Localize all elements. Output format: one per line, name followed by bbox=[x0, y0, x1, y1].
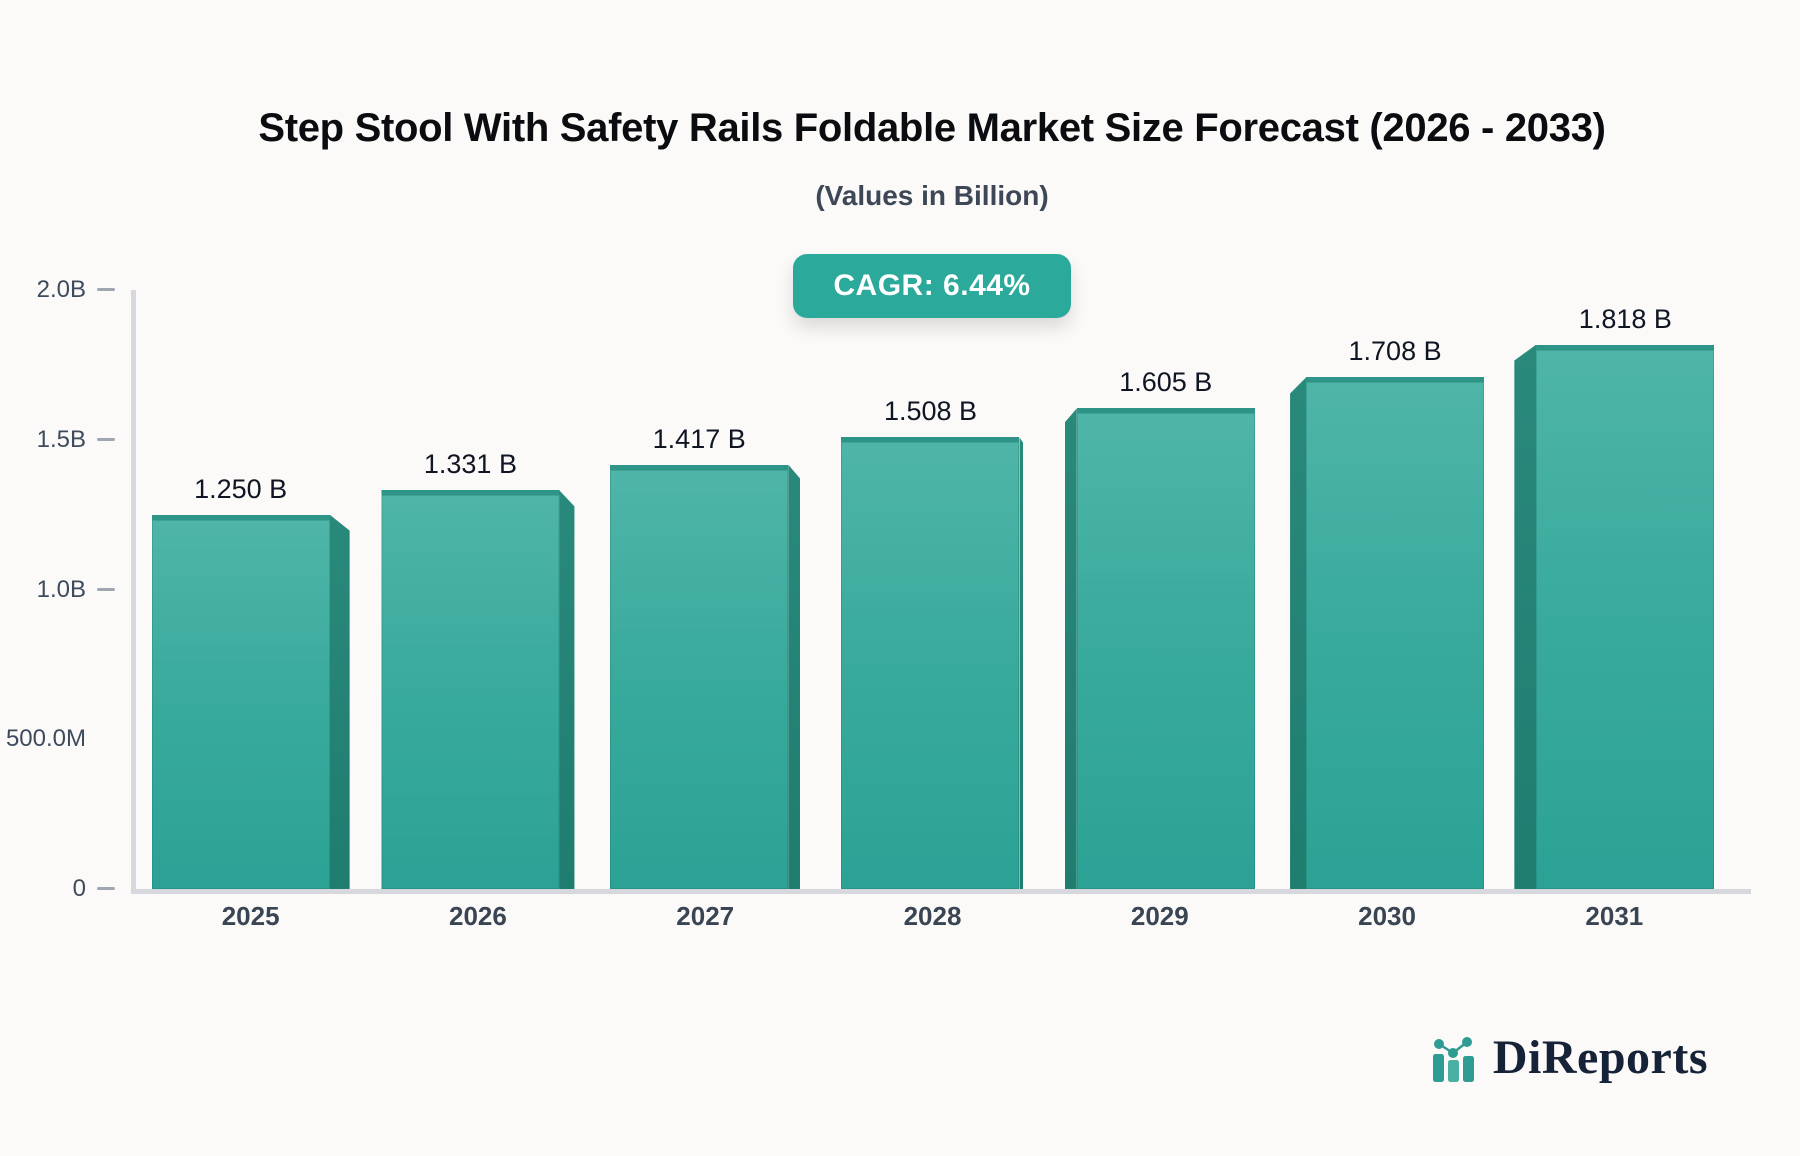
bar-side-face bbox=[1019, 437, 1024, 889]
brand-logo: DiReports bbox=[1429, 1030, 1708, 1085]
cagr-badge-container: CAGR: 6.44% bbox=[64, 254, 1800, 318]
plot-area: 1.250 B 2025 1.331 B 2026 1.417 B 2027 1… bbox=[131, 290, 1751, 931]
page-title: Step Stool With Safety Rails Foldable Ma… bbox=[258, 106, 1606, 150]
bar-side-face bbox=[559, 490, 575, 889]
bar-slot: 1.708 B 2030 bbox=[1273, 290, 1500, 931]
bar-side-face bbox=[788, 464, 801, 889]
x-axis-line bbox=[131, 889, 1751, 894]
bar-front-face bbox=[1536, 344, 1715, 889]
bar-front-face bbox=[151, 514, 330, 889]
bar-chart-logo-icon bbox=[1432, 1036, 1474, 1082]
logo-text: DiReports bbox=[1492, 1031, 1708, 1084]
bar-value-label: 1.331 B bbox=[423, 449, 517, 480]
bar-value-label: 1.605 B bbox=[1119, 367, 1213, 398]
cagr-badge: CAGR: 6.44% bbox=[793, 254, 1071, 318]
y-tick-dash bbox=[97, 587, 115, 591]
y-axis-line bbox=[131, 290, 136, 894]
bar: 1.417 B bbox=[610, 424, 801, 889]
bar-value-label: 1.708 B bbox=[1348, 336, 1442, 367]
bar-slot: 1.250 B 2025 bbox=[137, 290, 364, 931]
bar-slot: 1.508 B 2028 bbox=[819, 290, 1046, 931]
y-axis-tick-label: 1.0B bbox=[36, 575, 86, 603]
bar: 1.331 B bbox=[381, 449, 575, 889]
chart-subtitle: (Values in Billion) bbox=[815, 180, 1049, 211]
bar-front-face bbox=[1306, 377, 1485, 889]
bar-side-face bbox=[1514, 344, 1537, 889]
bar-slot: 1.818 B 2031 bbox=[1501, 290, 1728, 931]
x-axis-tick-label: 2027 bbox=[676, 901, 735, 931]
bar-slot: 1.417 B 2027 bbox=[592, 290, 819, 931]
bar-front-face bbox=[381, 490, 560, 889]
bar-side-face bbox=[329, 514, 350, 889]
bar-side-face bbox=[1290, 377, 1307, 889]
y-axis-tick-label: 2.0B bbox=[36, 276, 86, 303]
x-axis-tick-label: 2026 bbox=[449, 901, 507, 931]
x-axis-tick-label: 2030 bbox=[1358, 901, 1416, 931]
x-axis-tick-label: 2029 bbox=[1130, 901, 1189, 931]
x-axis-tick-label: 2025 bbox=[221, 901, 280, 931]
y-tick-dash bbox=[97, 288, 115, 291]
bar-side-face bbox=[1064, 408, 1077, 889]
bar-value-label: 1.818 B bbox=[1578, 303, 1672, 334]
bar-slot: 1.605 B 2029 bbox=[1046, 290, 1273, 931]
y-axis-tick-label: 0 bbox=[72, 875, 86, 902]
x-axis-tick-label: 2028 bbox=[903, 901, 962, 931]
y-axis: 2.0B 1.5B 1.0B 500.0M 0 bbox=[0, 276, 131, 902]
bar-slot: 1.331 B 2026 bbox=[364, 290, 591, 931]
x-axis-tick-label: 2031 bbox=[1585, 901, 1644, 931]
y-axis-tick-label: 500.0M bbox=[5, 725, 86, 753]
bar: 1.605 B bbox=[1064, 367, 1255, 889]
bar-value-label: 1.508 B bbox=[883, 396, 978, 427]
bar: 1.250 B bbox=[151, 474, 350, 889]
bar: 1.708 B bbox=[1290, 336, 1485, 889]
bar-front-face bbox=[610, 464, 789, 889]
bar: 1.818 B bbox=[1514, 304, 1715, 889]
y-tick-dash bbox=[97, 887, 115, 890]
bar-front-face bbox=[841, 437, 1020, 889]
bar: 1.508 B bbox=[841, 396, 1024, 889]
bar-value-label: 1.250 B bbox=[194, 473, 288, 504]
y-tick-dash bbox=[97, 437, 115, 441]
bar-front-face bbox=[1076, 408, 1255, 889]
y-axis-tick-label: 1.5B bbox=[36, 425, 86, 453]
bar-value-label: 1.417 B bbox=[652, 423, 746, 454]
